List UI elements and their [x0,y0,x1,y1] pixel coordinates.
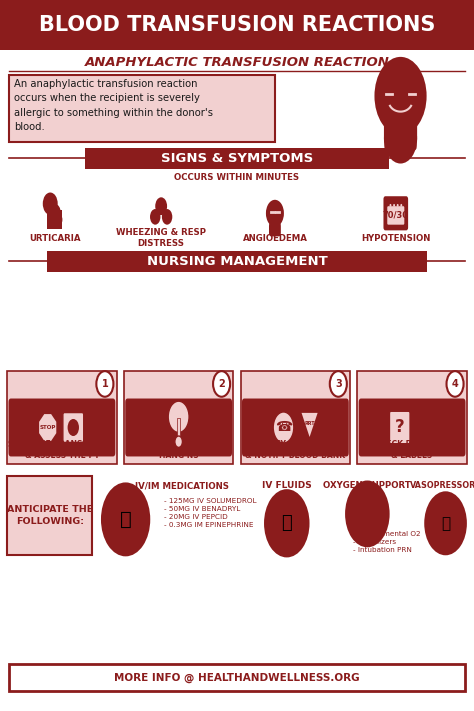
Text: WHEEZING & RESP
DISTRESS: WHEEZING & RESP DISTRESS [116,228,206,248]
Circle shape [53,213,63,227]
FancyBboxPatch shape [242,398,349,456]
FancyBboxPatch shape [85,148,389,169]
Text: OCCURS WITHIN MINUTES: OCCURS WITHIN MINUTES [174,173,300,182]
Circle shape [266,200,284,227]
FancyBboxPatch shape [47,210,62,229]
Circle shape [345,481,390,547]
Text: - Supplemental O2
- Nebulizers
- Intubation PRN: - Supplemental O2 - Nebulizers - Intubat… [353,531,421,553]
Polygon shape [38,413,57,442]
Text: 70/30: 70/30 [383,210,409,220]
Text: BLOOD TRANSFUSION REACTIONS: BLOOD TRANSFUSION REACTIONS [39,15,435,35]
FancyBboxPatch shape [124,371,233,464]
Text: 2: 2 [218,379,225,389]
Circle shape [43,193,58,215]
FancyBboxPatch shape [9,398,115,456]
Circle shape [424,491,467,555]
Circle shape [330,371,347,397]
Text: 4: 4 [452,379,458,389]
Text: STOP: STOP [39,425,56,430]
Circle shape [155,197,167,215]
Circle shape [48,203,61,223]
Text: HANG NS: HANG NS [159,451,199,460]
FancyBboxPatch shape [383,196,408,230]
Circle shape [168,401,189,432]
Circle shape [374,57,427,135]
Circle shape [175,436,182,447]
Circle shape [264,489,310,557]
Text: STOP THE TRANSFUSION
& ASSESS THE PT: STOP THE TRANSFUSION & ASSESS THE PT [9,440,116,460]
FancyBboxPatch shape [389,411,410,444]
Circle shape [401,204,402,207]
Text: 3: 3 [335,379,342,389]
FancyBboxPatch shape [384,134,417,150]
Text: ANTICIPATE THE
FOLLOWING:: ANTICIPATE THE FOLLOWING: [7,505,93,526]
Text: 💉: 💉 [120,510,131,529]
Text: 🩸: 🩸 [282,514,292,533]
Text: ?: ? [395,419,405,437]
FancyBboxPatch shape [359,398,465,456]
FancyBboxPatch shape [357,371,467,464]
FancyBboxPatch shape [177,418,180,438]
Text: HYPOTENSION: HYPOTENSION [361,234,430,242]
Circle shape [273,412,294,443]
FancyBboxPatch shape [387,206,404,225]
FancyBboxPatch shape [241,371,350,464]
Text: VASOPRESSORS: VASOPRESSORS [410,481,474,491]
FancyBboxPatch shape [9,664,465,691]
Text: URTICARIA: URTICARIA [29,234,80,242]
Text: OXYGEN SUPPORT: OXYGEN SUPPORT [323,481,411,491]
Circle shape [390,204,392,207]
Circle shape [101,483,150,557]
Circle shape [213,371,230,397]
Text: MORE INFO @ HEALTHANDWELLNESS.ORG: MORE INFO @ HEALTHANDWELLNESS.ORG [114,673,360,683]
FancyBboxPatch shape [0,0,474,50]
Text: RRT: RRT [304,422,315,427]
Circle shape [384,114,417,164]
Text: ANAPHYLACTIC TRANSFUSION REACTION: ANAPHYLACTIC TRANSFUSION REACTION [84,56,390,69]
FancyBboxPatch shape [9,75,275,142]
FancyBboxPatch shape [47,251,427,272]
FancyBboxPatch shape [125,398,232,456]
Text: ANGIOEDEMA: ANGIOEDEMA [243,234,307,242]
Text: RECHECK BLOOD TAGS
& LABELS: RECHECK BLOOD TAGS & LABELS [364,440,461,460]
Text: An anaphylactic transfusion reaction
occurs when the recipient is severely
aller: An anaphylactic transfusion reaction occ… [14,79,213,132]
Circle shape [162,209,173,225]
Polygon shape [300,412,319,440]
FancyBboxPatch shape [7,476,92,555]
Circle shape [150,209,160,225]
FancyBboxPatch shape [7,371,117,464]
FancyBboxPatch shape [158,205,164,213]
Text: ☎: ☎ [275,420,292,434]
Text: 💧: 💧 [441,515,450,531]
Circle shape [96,371,113,397]
FancyBboxPatch shape [63,412,84,442]
Text: - 125MG IV SOLUMEDROL
- 50MG IV BENADRYL
- 20MG IV PEPCID
- 0.3MG IM EPINEPHRINE: - 125MG IV SOLUMEDROL - 50MG IV BENADRYL… [164,498,256,528]
Text: NOTIFY MD OR RRT
& NOTIFY BLOOD BANK: NOTIFY MD OR RRT & NOTIFY BLOOD BANK [246,440,346,460]
Text: IV FLUIDS: IV FLUIDS [262,481,311,491]
FancyBboxPatch shape [384,117,417,144]
Text: IV/IM MEDICATIONS: IV/IM MEDICATIONS [136,481,229,491]
Text: SIGNS & SYMPTOMS: SIGNS & SYMPTOMS [161,152,313,165]
Text: 1: 1 [101,379,108,389]
FancyBboxPatch shape [269,222,281,236]
Circle shape [397,204,399,207]
Circle shape [393,204,395,207]
Circle shape [447,371,464,397]
Circle shape [68,419,79,436]
Text: NURSING MANAGEMENT: NURSING MANAGEMENT [146,255,328,268]
